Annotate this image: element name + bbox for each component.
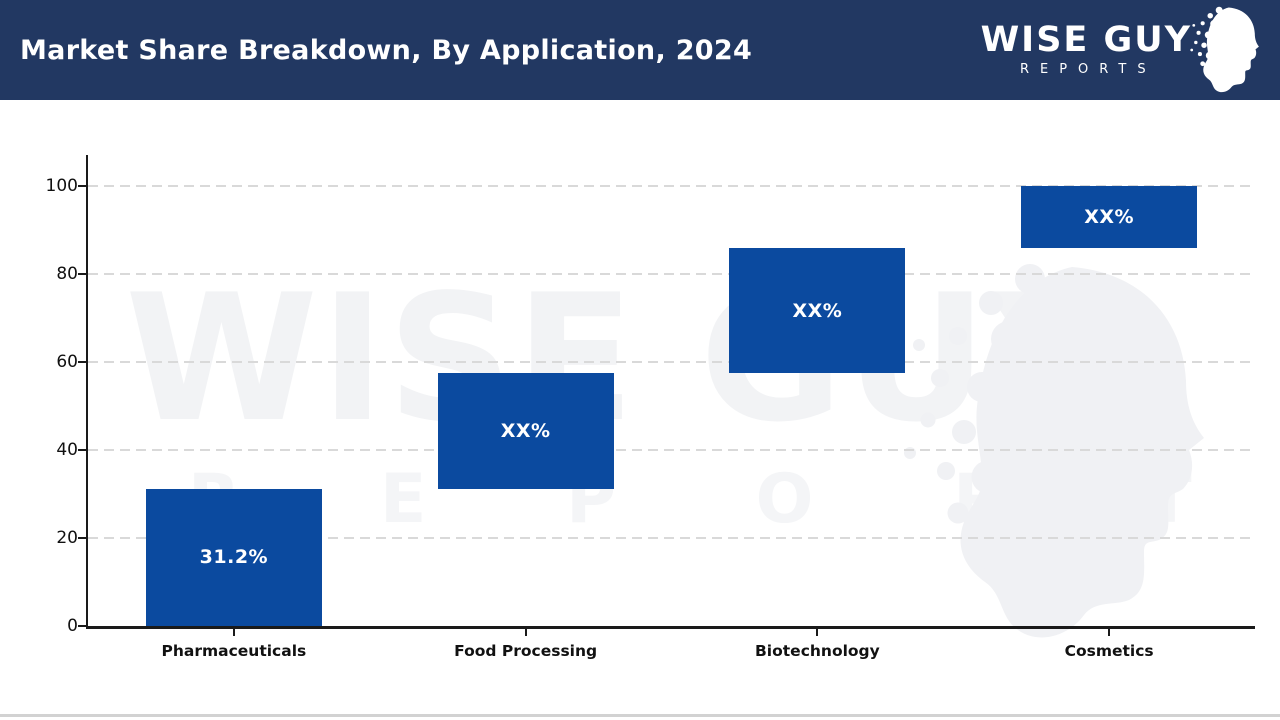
x-category-label: Biotechnology bbox=[754, 642, 880, 660]
gridline bbox=[88, 449, 1255, 451]
bar-value-label: 31.2% bbox=[199, 546, 269, 569]
x-tick-mark bbox=[1108, 628, 1111, 636]
bar: 31.2% bbox=[145, 488, 322, 626]
gridline bbox=[88, 361, 1255, 363]
header-bar: Market Share Breakdown, By Application, … bbox=[0, 0, 1280, 100]
brand-name: WISE GUY bbox=[980, 20, 1192, 60]
x-tick-mark bbox=[816, 628, 819, 636]
bar-value-label: XX% bbox=[1084, 206, 1135, 229]
gridline bbox=[88, 185, 1255, 187]
y-axis-spine bbox=[85, 155, 88, 629]
brand-logo: WISE GUY REPORTS bbox=[981, 0, 1280, 100]
brand-logo-text: WISE GUY REPORTS bbox=[980, 20, 1192, 78]
x-category-label: Pharmaceuticals bbox=[161, 642, 307, 660]
chart-canvas: WISE GUY R E P O R T S 02040608010031.2%… bbox=[0, 100, 1280, 717]
y-tick-label: 60 bbox=[56, 352, 78, 372]
y-tick-mark bbox=[78, 361, 86, 363]
x-category-label: Food Processing bbox=[454, 642, 598, 660]
bar: XX% bbox=[1021, 186, 1198, 249]
y-tick-label: 80 bbox=[56, 264, 78, 284]
brand-subtitle: REPORTS bbox=[1019, 62, 1157, 77]
y-tick-label: 20 bbox=[56, 528, 78, 548]
x-category-label: Cosmetics bbox=[1064, 642, 1154, 660]
gridline bbox=[88, 537, 1255, 539]
y-tick-mark bbox=[78, 625, 86, 627]
bar-value-label: XX% bbox=[792, 299, 843, 322]
y-tick-label: 40 bbox=[56, 440, 78, 460]
x-tick-mark bbox=[232, 628, 235, 636]
plot-region: 0 20 40 60 80 100 31.2% Pharmaceuticals XX% Food … bbox=[0, 100, 1280, 714]
bar: XX% bbox=[729, 248, 906, 374]
gridline bbox=[88, 273, 1255, 275]
y-tick-mark bbox=[78, 185, 86, 187]
y-tick-mark bbox=[78, 449, 86, 451]
watermark-face-icon bbox=[904, 264, 1204, 638]
watermark-brand-text: WISE GUY bbox=[125, 258, 1119, 461]
bar: XX% bbox=[437, 373, 614, 489]
page-title: Market Share Breakdown, By Application, … bbox=[20, 34, 753, 66]
y-tick-label: 0 bbox=[67, 616, 78, 636]
y-tick-label: 100 bbox=[45, 176, 78, 196]
x-tick-mark bbox=[524, 628, 527, 636]
brand-face-icon bbox=[1190, 6, 1259, 93]
x-axis-spine bbox=[85, 626, 1255, 629]
bar-value-label: XX% bbox=[500, 420, 551, 443]
y-tick-mark bbox=[78, 273, 86, 275]
y-tick-mark bbox=[78, 537, 86, 539]
